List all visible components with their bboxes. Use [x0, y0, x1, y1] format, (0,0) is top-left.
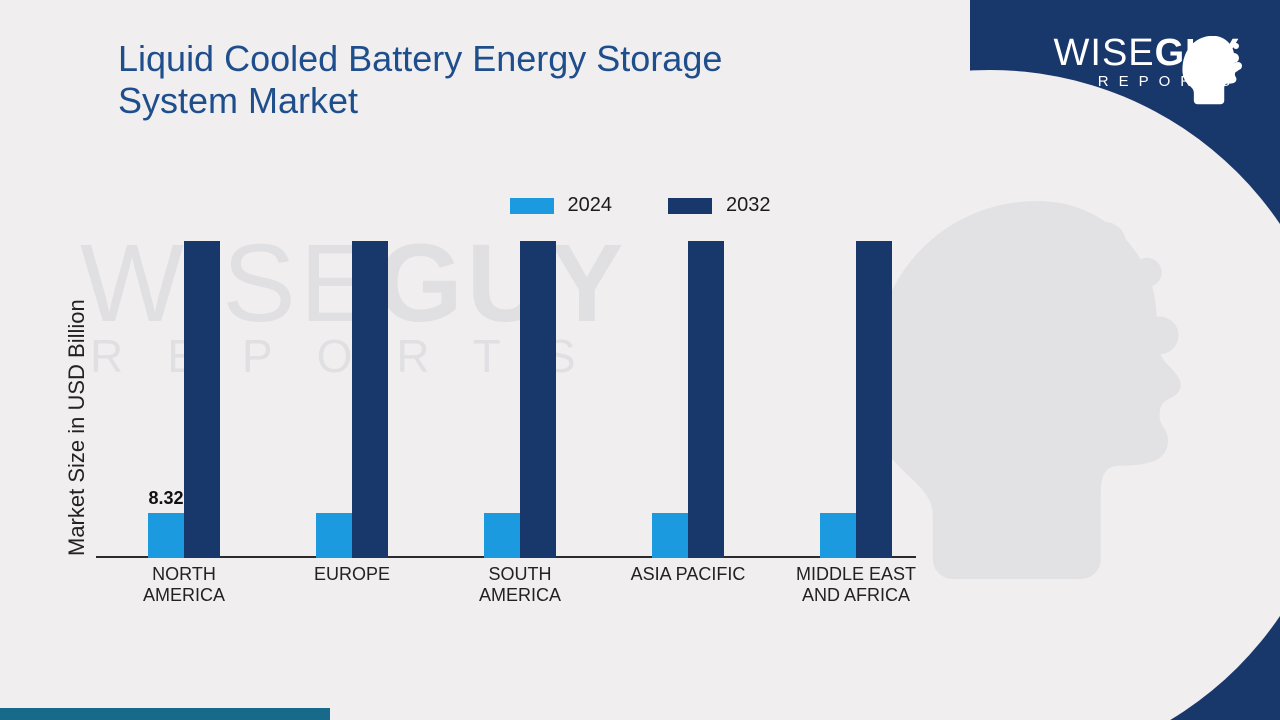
legend: 2024 2032: [0, 194, 1280, 219]
legend-label: 2032: [726, 194, 771, 217]
bar-value-label: 8.32: [148, 488, 183, 509]
logo-head-icon: [1176, 36, 1246, 116]
legend-item: 2024: [510, 194, 613, 217]
bottom-accent-bar: [0, 708, 330, 720]
chart-title: Liquid Cooled Battery Energy Storage Sys…: [118, 38, 818, 123]
bar-chart: 8.32: [96, 230, 916, 558]
bar: [316, 513, 352, 558]
x-axis-category-label: SOUTH AMERICA: [455, 564, 585, 605]
x-axis-category-label: EUROPE: [287, 564, 417, 585]
x-axis-category-label: NORTH AMERICA: [119, 564, 249, 605]
x-axis-category-label: ASIA PACIFIC: [623, 564, 753, 585]
x-axis-category-label: MIDDLE EAST AND AFRICA: [791, 564, 921, 605]
bar: [148, 513, 184, 558]
bar: [352, 241, 388, 558]
legend-swatch: [668, 198, 712, 214]
bar: [652, 513, 688, 558]
legend-swatch: [510, 198, 554, 214]
bar: [820, 513, 856, 558]
bar: [520, 241, 556, 558]
brand-logo: WISEGUY REPORTS: [1054, 32, 1240, 90]
legend-label: 2024: [568, 194, 613, 217]
legend-item: 2032: [668, 194, 771, 217]
bar: [688, 241, 724, 558]
bar: [184, 241, 220, 558]
y-axis-label: Market Size in USD Billion: [64, 299, 90, 556]
bar: [484, 513, 520, 558]
bar: [856, 241, 892, 558]
